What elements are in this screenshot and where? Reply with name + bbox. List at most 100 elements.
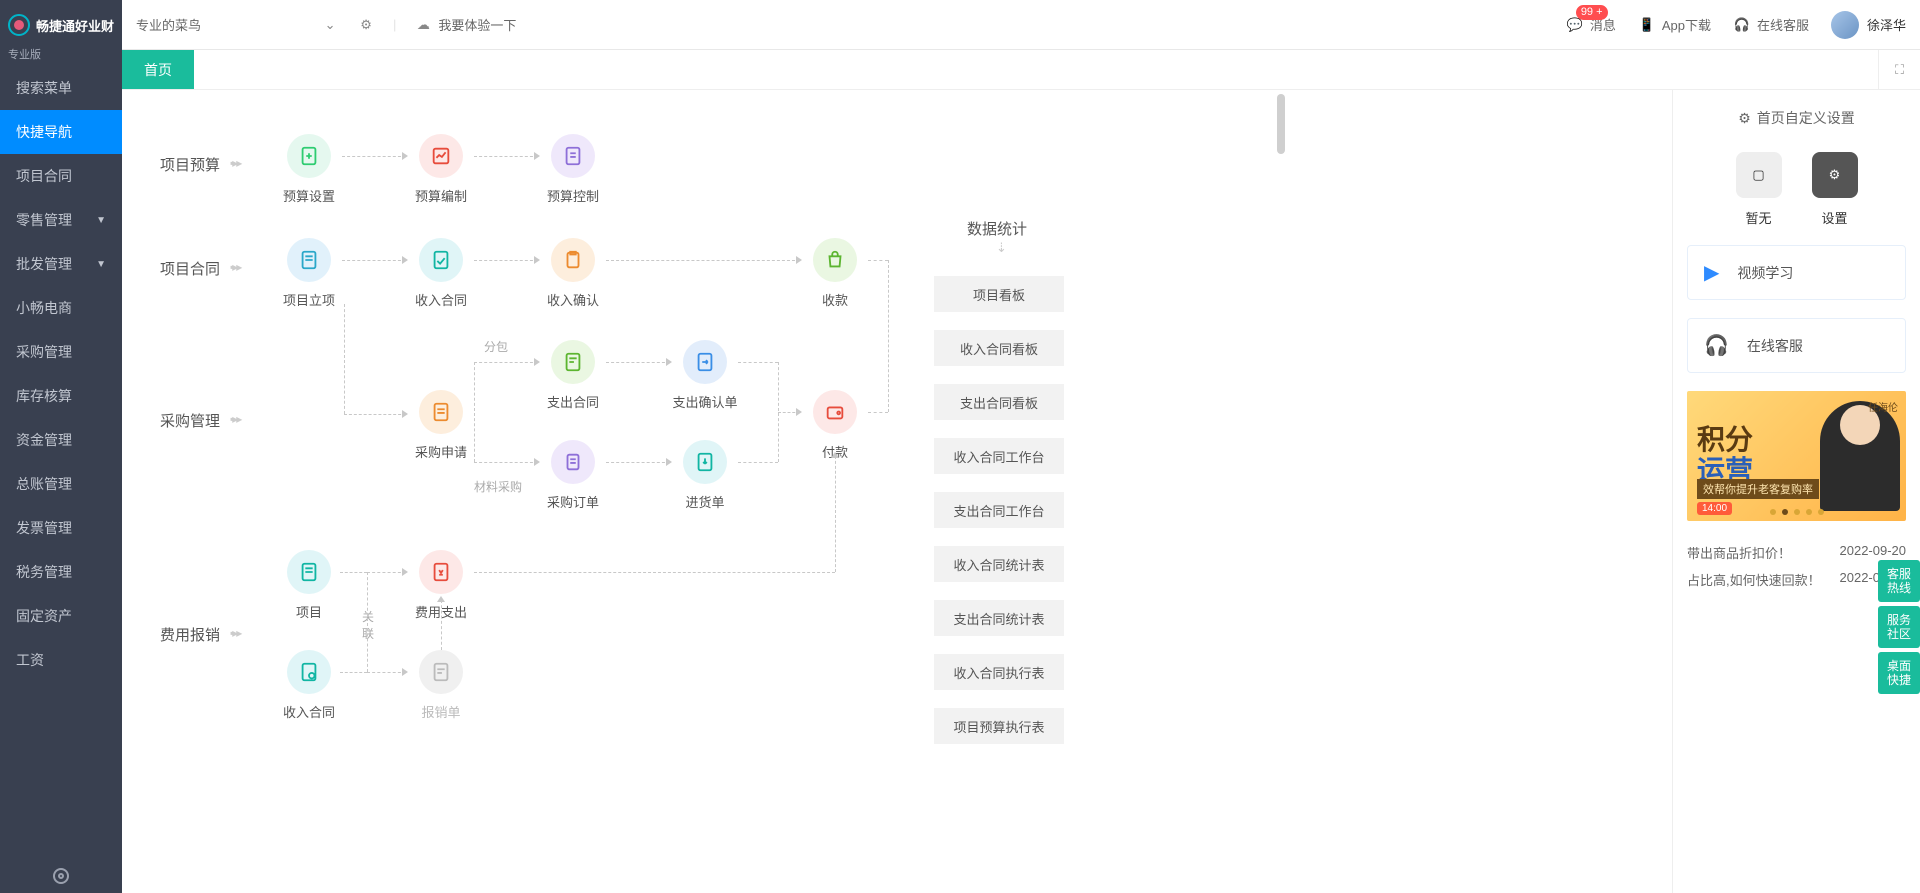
brand: 畅捷通好业财 [0,0,122,50]
doc-icon [551,340,595,384]
settings-icon[interactable]: ⚙ [357,16,375,34]
sidebar-item-4[interactable]: 批发管理▼ [0,242,122,286]
sub-fenbao: 分包 [484,338,508,355]
org-selector[interactable]: 专业的菜鸟 ⌄ [136,15,339,34]
sidebar-item-label: 资金管理 [16,430,72,450]
stat-button-4[interactable]: 支出合同工作台 [934,492,1064,528]
experience-link[interactable]: ☁ 我要体验一下 [414,15,516,34]
sidebar-item-1[interactable]: 快捷导航 [0,110,122,154]
phone-icon: 📱 [1638,16,1656,34]
float-shortcut[interactable]: 桌面 快捷 [1878,652,1920,694]
news-row[interactable]: 带出商品折扣价！2022-09-20 [1687,539,1906,566]
carousel-dots[interactable] [1770,509,1824,515]
promo-sub: 效帮你提升老客复购率 [1697,479,1819,499]
online-cs-link[interactable]: 🎧 在线客服 [1733,15,1809,34]
node-recv[interactable]: 收款 [800,238,870,309]
node-income-ok[interactable]: 收入确认 [538,238,608,309]
stat-button-6[interactable]: 支出合同统计表 [934,600,1064,636]
node-proj-new[interactable]: 项目立项 [274,238,344,309]
cs-label: 在线客服 [1757,15,1809,34]
sidebar-item-label: 项目合同 [16,166,72,186]
stat-button-5[interactable]: 收入合同统计表 [934,546,1064,582]
node-expense-ok[interactable]: 支出确认单 [670,340,740,411]
quick-video[interactable]: ▶ 视频学习 [1687,245,1906,300]
scrollbar[interactable] [1277,94,1285,154]
tab-home-label: 首页 [144,60,172,80]
chevron-down-icon: ⌄ [321,16,339,34]
arrow-icon: ▪▸▸ [230,412,240,426]
gear-icon: ⚙ [1738,110,1751,127]
gear-icon: ⚙ [1812,152,1858,198]
node-income-ct[interactable]: 收入合同 [406,238,476,309]
node-expense-ct[interactable]: 支出合同 [538,340,608,411]
sidebar-item-7[interactable]: 库存核算 [0,374,122,418]
float-hotline[interactable]: 客服 热线 [1878,560,1920,602]
node-stockin[interactable]: 进货单 [670,440,740,511]
gear-icon [53,868,69,884]
sidebar-item-label: 税务管理 [16,562,72,582]
avatar [1831,11,1859,39]
sidebar-item-11[interactable]: 税务管理 [0,550,122,594]
tab-home[interactable]: 首页 [122,50,194,89]
promo-time: 14:00 [1697,502,1732,515]
fullscreen-button[interactable]: ⛶ [1878,50,1920,89]
stat-button-7[interactable]: 收入合同执行表 [934,654,1064,690]
brand-name: 畅捷通好业财 [36,16,114,35]
doc-icon [419,390,463,434]
node-budget-set[interactable]: 预算设置 [274,134,344,205]
expand-icon: ⛶ [1895,62,1904,78]
section-budget: 项目预算 [160,154,220,175]
topbar: 专业的菜鸟 ⌄ ⚙ | ☁ 我要体验一下 💬 消息 99 + 📱 App下载 [122,0,1920,50]
doc-icon [287,238,331,282]
node-budget-make[interactable]: 预算编制 [406,134,476,205]
doc-check-icon [287,650,331,694]
arrow-down-icon: ⇣ [996,240,1007,256]
node-project[interactable]: 项目 [274,550,344,621]
node-purch-req[interactable]: 采购申请 [406,390,476,461]
stat-button-3[interactable]: 收入合同工作台 [934,438,1064,474]
cloud-icon: ☁ [414,16,432,34]
stat-button-1[interactable]: 收入合同看板 [934,330,1064,366]
quick-cs[interactable]: 🎧 在线客服 [1687,318,1906,373]
headset-icon: 🎧 [1733,16,1751,34]
app-download-link[interactable]: 📱 App下载 [1638,15,1711,34]
stat-button-2[interactable]: 支出合同看板 [934,384,1064,420]
sidebar-item-9[interactable]: 总账管理 [0,462,122,506]
news-row[interactable]: 占比高,如何快速回款！2022-09-20 [1687,566,1906,593]
sidebar-item-3[interactable]: 零售管理▼ [0,198,122,242]
messages-link[interactable]: 💬 消息 99 + [1566,15,1616,34]
brand-edition: 专业版 [0,46,122,62]
user-menu[interactable]: 徐泽华 [1831,11,1906,39]
stat-button-0[interactable]: 项目看板 [934,276,1064,312]
sidebar-item-5[interactable]: 小畅电商 [0,286,122,330]
node-income-ct2[interactable]: 收入合同 [274,650,344,721]
sidebar-item-12[interactable]: 固定资产 [0,594,122,638]
sidebar: 畅捷通好业财 专业版 搜索菜单快捷导航项目合同零售管理▼批发管理▼小畅电商采购管… [0,0,122,893]
node-reimb[interactable]: 报销单 [406,650,476,721]
sidebar-item-10[interactable]: 发票管理 [0,506,122,550]
sidebar-item-2[interactable]: 项目合同 [0,154,122,198]
node-pay[interactable]: 付款 [800,390,870,461]
float-community[interactable]: 服务 社区 [1878,606,1920,648]
node-purch-order[interactable]: 采购订单 [538,440,608,511]
node-budget-ctrl[interactable]: 预算控制 [538,134,608,205]
clipboard-icon [551,440,595,484]
promo-name: 任海伦 [1868,399,1898,414]
sidebar-item-13[interactable]: 工资 [0,638,122,682]
block-none[interactable]: ▢ 暂无 [1736,152,1782,227]
sidebar-item-0[interactable]: 搜索菜单 [0,66,122,110]
canvas-scroll[interactable]: 项目预算 ▪▸▸ 项目合同 ▪▸▸ 采购管理 ▪▸▸ 费用报销 ▪▸▸ 预算设置… [122,90,1672,893]
section-purchase: 采购管理 [160,410,220,431]
content: 项目预算 ▪▸▸ 项目合同 ▪▸▸ 采购管理 ▪▸▸ 费用报销 ▪▸▸ 预算设置… [122,90,1920,893]
stat-button-8[interactable]: 项目预算执行表 [934,708,1064,744]
sidebar-item-8[interactable]: 资金管理 [0,418,122,462]
promo-text: 积分 运营 [1687,425,1753,487]
promo-banner[interactable]: 积分 运营 效帮你提升老客复购率 14:00 任海伦 [1687,391,1906,521]
doc-in-icon [683,440,727,484]
sidebar-item-label: 搜索菜单 [16,78,72,98]
sidebar-item-6[interactable]: 采购管理 [0,330,122,374]
sidebar-item-label: 总账管理 [16,474,72,494]
arrow-icon: ▪▸▸ [230,626,240,640]
block-settings[interactable]: ⚙ 设置 [1812,152,1858,227]
sidebar-settings-button[interactable] [0,859,122,893]
